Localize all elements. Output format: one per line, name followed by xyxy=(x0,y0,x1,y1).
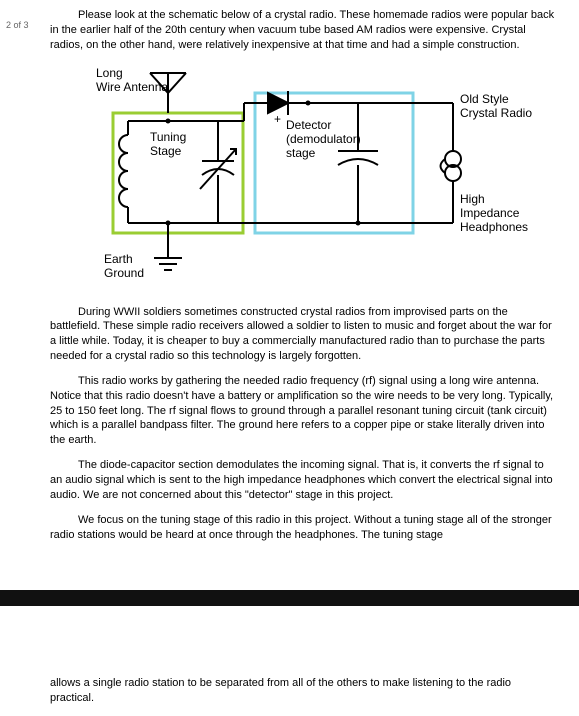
svg-text:Ground: Ground xyxy=(104,266,144,280)
svg-text:stage: stage xyxy=(286,146,316,160)
svg-text:High: High xyxy=(460,192,485,206)
paragraph-1: During WWII soldiers sometimes construct… xyxy=(50,305,555,364)
svg-text:Headphones: Headphones xyxy=(460,220,528,234)
svg-text:Tuning: Tuning xyxy=(150,130,186,144)
page-divider-bar xyxy=(0,590,579,606)
schematic-svg: + Long Wire A xyxy=(58,63,538,288)
page-indicator: 2 of 3 xyxy=(6,20,29,30)
svg-text:Stage: Stage xyxy=(150,144,182,158)
paragraph-2: This radio works by gathering the needed… xyxy=(50,374,555,448)
schematic-diagram: + Long Wire A xyxy=(58,63,555,291)
svg-text:Crystal Radio: Crystal Radio xyxy=(460,106,532,120)
svg-text:Impedance: Impedance xyxy=(460,206,520,220)
svg-text:Detector: Detector xyxy=(286,118,331,132)
svg-text:(demodulator): (demodulator) xyxy=(286,132,361,146)
paragraph-3: The diode-capacitor section demodulates … xyxy=(50,458,555,503)
svg-text:Long: Long xyxy=(96,66,123,80)
paragraph-4: We focus on the tuning stage of this rad… xyxy=(50,513,555,543)
svg-text:Old Style: Old Style xyxy=(460,92,509,106)
page-body: 2 of 3 Please look at the schematic belo… xyxy=(0,0,579,560)
svg-text:Wire Antenna: Wire Antenna xyxy=(96,80,168,94)
svg-text:+: + xyxy=(274,112,281,126)
svg-text:Earth: Earth xyxy=(104,252,133,266)
intro-paragraph: Please look at the schematic below of a … xyxy=(50,8,555,53)
